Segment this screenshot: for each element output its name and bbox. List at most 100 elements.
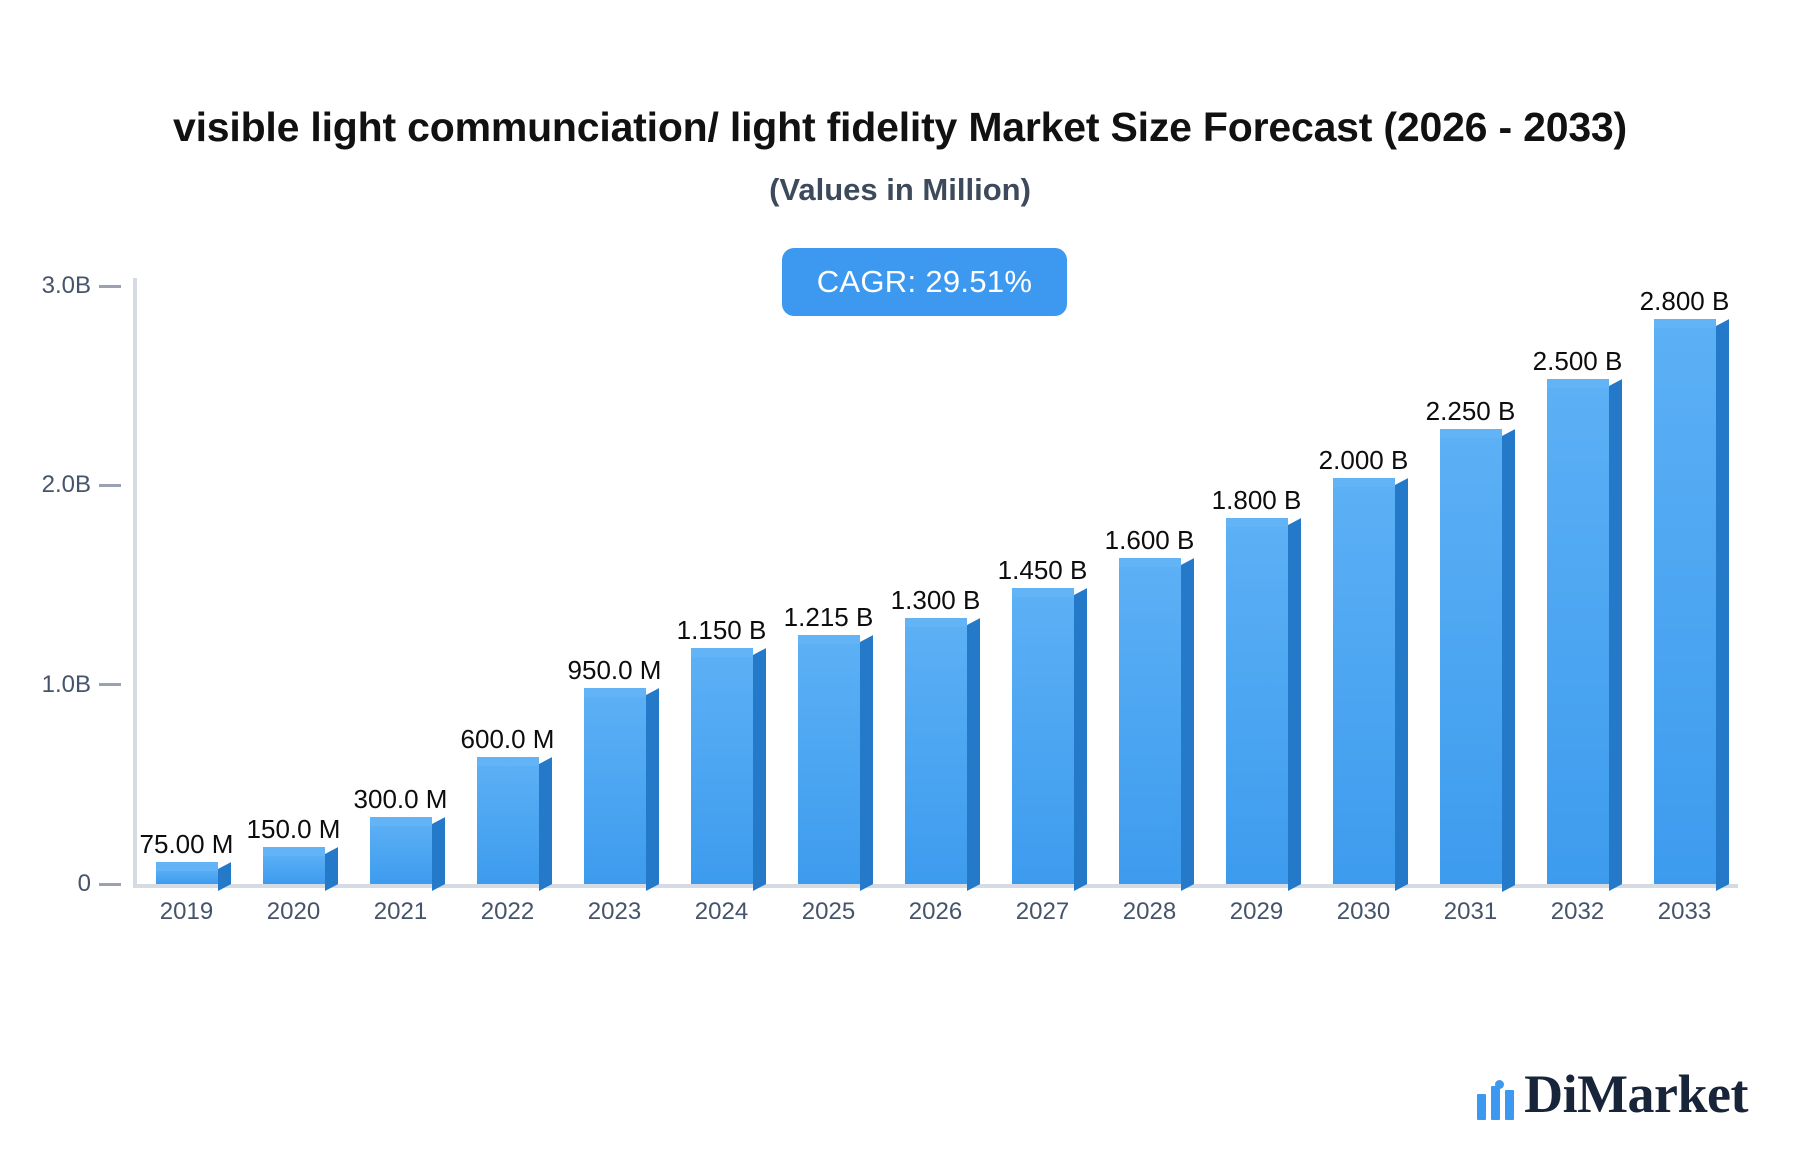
bar-value-label: 150.0 M <box>246 814 341 845</box>
bar-front-face <box>1011 594 1074 884</box>
bar-value-label: 1.600 B <box>1104 525 1195 556</box>
bar-slot: 75.00 M 2019 <box>133 286 240 925</box>
x-axis-tick-label: 2032 <box>1550 898 1605 925</box>
bar-top-face <box>583 687 646 697</box>
x-axis-tick-label: 2019 <box>159 898 214 925</box>
bar-value-label: 1.215 B <box>783 601 874 632</box>
chart-title: visible light communciation/ light fidel… <box>173 104 1627 150</box>
bar-side-face <box>1073 588 1087 891</box>
bar-front-face <box>904 624 967 884</box>
bar-top-face <box>1332 478 1395 488</box>
bar-slot: 2.250 B 2031 <box>1417 286 1524 926</box>
bar-side-face <box>1715 318 1729 891</box>
logo-text: DiMarket <box>1524 1063 1748 1124</box>
bar[interactable]: 2.250 B <box>1426 396 1515 891</box>
bar-side-face <box>645 687 659 891</box>
bar-top-face <box>1546 378 1609 388</box>
bar-top-face <box>1118 558 1181 568</box>
bar-front-face <box>369 824 432 884</box>
bar-slot: 1.800 B 2029 <box>1203 286 1310 925</box>
x-axis-tick-label: 2029 <box>1229 898 1284 925</box>
bar-slot: 2.500 B 2032 <box>1524 286 1631 925</box>
y-axis-tick-mark <box>99 882 121 886</box>
x-axis-tick-label: 2021 <box>373 898 428 925</box>
bar[interactable]: 2.000 B <box>1319 445 1408 891</box>
bar-slot: 1.150 B 2024 <box>668 286 775 925</box>
bar-top-face <box>1439 428 1502 438</box>
y-axis-tick-label: 1.0B <box>41 670 91 698</box>
bar[interactable]: 1.600 B <box>1105 525 1194 891</box>
bar[interactable]: 950.0 M <box>568 655 661 891</box>
bar-front-face <box>1653 325 1716 884</box>
bar-top-face <box>1653 318 1716 328</box>
chart-subtitle: (Values in Million) <box>769 172 1031 207</box>
bar[interactable]: 75.00 M <box>140 829 233 891</box>
bar[interactable]: 150.0 M <box>247 814 340 891</box>
bar[interactable]: 1.215 B <box>784 602 873 891</box>
x-axis-tick-label: 2031 <box>1443 898 1498 925</box>
bar-front-face <box>583 694 646 884</box>
bar[interactable]: 1.300 B <box>891 585 980 891</box>
x-axis-line <box>133 884 1738 888</box>
logo-dot-icon <box>1495 1080 1505 1089</box>
bar-slot: 950.0 M 2023 <box>561 286 668 925</box>
bar-value-label: 1.800 B <box>1211 485 1302 516</box>
bar-side-face <box>1608 378 1622 891</box>
bar-value-label: 2.800 B <box>1639 285 1730 316</box>
bar-side-face <box>752 647 766 891</box>
cagr-badge: CAGR: 29.51% <box>782 248 1067 316</box>
bar-side-face <box>1501 428 1515 891</box>
y-axis-tick-mark <box>99 284 121 288</box>
bar-front-face <box>1332 485 1395 884</box>
bar-slot: 1.450 B 2027 <box>989 286 1096 925</box>
x-axis-tick-label: 2026 <box>908 898 963 925</box>
bar[interactable]: 600.0 M <box>461 724 554 891</box>
bar-side-face <box>1287 518 1301 891</box>
dimarket-logo: DiMarket <box>1477 1063 1748 1124</box>
bar-front-face <box>797 641 860 884</box>
bar[interactable]: 1.450 B <box>998 555 1087 891</box>
x-axis-tick-label: 2024 <box>694 898 749 925</box>
bar[interactable]: 2.800 B <box>1640 286 1729 891</box>
bar-top-face <box>262 847 325 857</box>
bar-top-face <box>476 757 539 767</box>
x-axis-tick-label: 2033 <box>1657 898 1712 925</box>
bar[interactable]: 2.500 B <box>1533 346 1622 891</box>
bar-series: 75.00 M 2019 150.0 M 2020 300.0 M 2021 600.0 M… <box>133 286 1738 926</box>
bar-value-label: 950.0 M <box>567 654 662 685</box>
x-axis-tick-label: 2022 <box>480 898 535 925</box>
bar[interactable]: 1.800 B <box>1212 485 1301 891</box>
bar-front-face <box>476 764 539 884</box>
bar-front-face <box>1439 435 1502 884</box>
y-axis-tick-label: 3.0B <box>41 272 91 299</box>
bar-front-face <box>262 854 325 884</box>
plot-area: 3.0B 2.0B 1.0B 0 75.00 M 2019 150.0 M 2020 300.… <box>42 272 1738 925</box>
x-axis-tick-label: 2027 <box>1015 898 1070 925</box>
y-axis-tick-mark <box>99 683 121 687</box>
bar-side-face <box>859 634 873 891</box>
bar[interactable]: 300.0 M <box>354 784 447 891</box>
x-axis-tick-label: 2023 <box>587 898 642 925</box>
bar-value-label: 2.500 B <box>1532 345 1623 376</box>
y-axis-tick-label: 2.0B <box>41 471 91 499</box>
bar-front-face <box>1225 525 1288 884</box>
bar-value-label: 2.000 B <box>1318 445 1409 476</box>
x-axis-tick-label: 2020 <box>266 898 321 925</box>
bar-top-face <box>369 817 432 827</box>
bar-slot: 300.0 M 2021 <box>347 286 454 925</box>
bar-front-face <box>1118 565 1181 884</box>
bar[interactable]: 1.150 B <box>677 615 766 891</box>
bar-value-label: 300.0 M <box>353 784 448 815</box>
bar-top-face <box>797 634 860 644</box>
bar-side-face <box>538 757 552 891</box>
bar-side-face <box>966 617 980 891</box>
x-axis-tick-label: 2025 <box>801 898 856 925</box>
bar-slot: 2.800 B 2033 <box>1631 286 1738 925</box>
bar-top-face <box>904 617 967 627</box>
x-axis-tick-label: 2028 <box>1122 898 1177 925</box>
bar-top-face <box>690 647 753 657</box>
bar-side-face <box>431 817 445 891</box>
bar-value-label: 600.0 M <box>460 724 555 755</box>
bar-side-face <box>1180 558 1194 891</box>
